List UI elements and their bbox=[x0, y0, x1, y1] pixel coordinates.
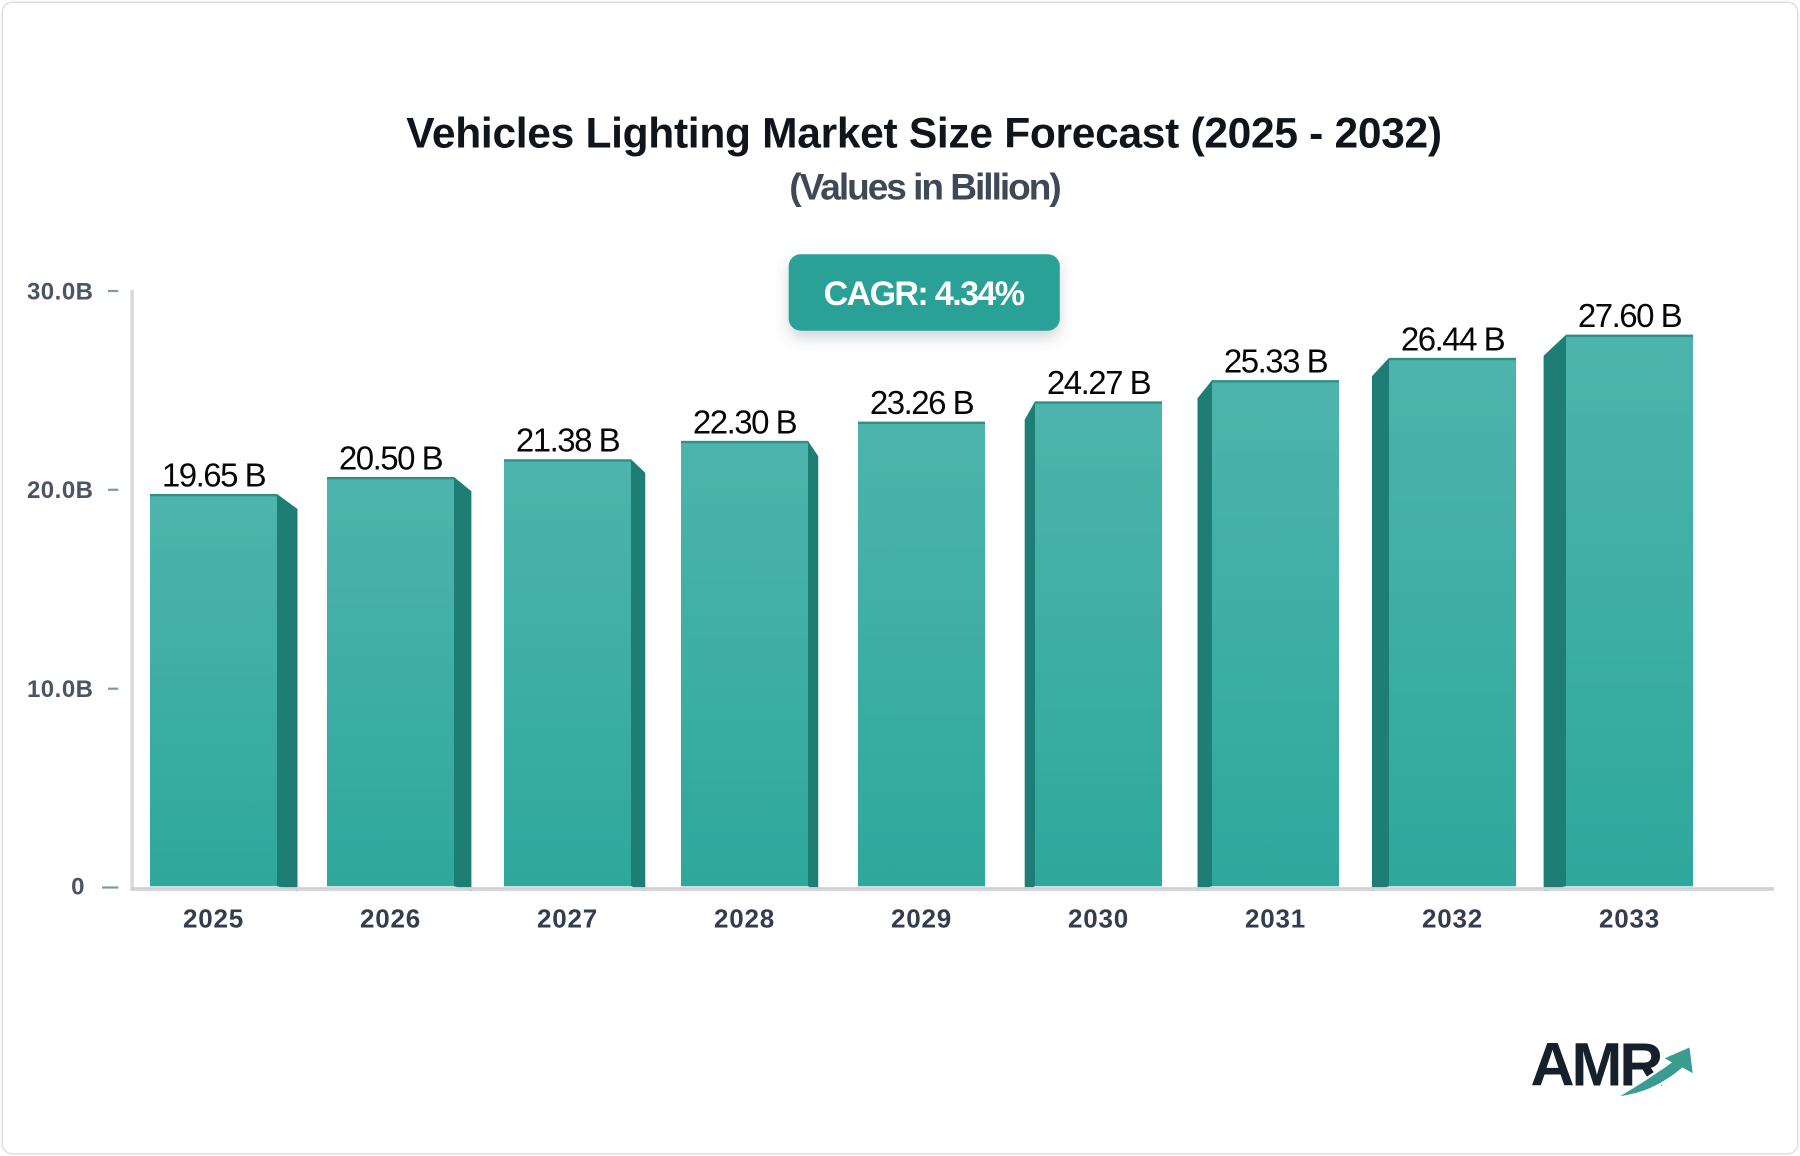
svg-text:2027: 2027 bbox=[537, 904, 598, 934]
svg-text:20.50 B: 20.50 B bbox=[339, 439, 443, 476]
svg-text:20.0B: 20.0B bbox=[27, 477, 94, 504]
svg-text:2032: 2032 bbox=[1422, 904, 1483, 934]
svg-text:21.38 B: 21.38 B bbox=[516, 422, 620, 459]
svg-text:(Values in Billion): (Values in Billion) bbox=[789, 167, 1060, 208]
svg-text:24.27 B: 24.27 B bbox=[1047, 364, 1151, 401]
svg-text:Vehicles Lighting Market Size: Vehicles Lighting Market Size Forecast (… bbox=[406, 111, 1442, 158]
svg-text:25.33 B: 25.33 B bbox=[1224, 343, 1328, 380]
svg-text:2026: 2026 bbox=[360, 904, 421, 934]
svg-text:27.60 B: 27.60 B bbox=[1578, 297, 1682, 334]
svg-text:30.0B: 30.0B bbox=[27, 278, 94, 305]
svg-text:2030: 2030 bbox=[1068, 904, 1129, 934]
svg-text:19.65 B: 19.65 B bbox=[162, 456, 266, 493]
svg-text:23.26 B: 23.26 B bbox=[870, 384, 974, 421]
svg-text:0: 0 bbox=[71, 873, 85, 900]
svg-text:2031: 2031 bbox=[1245, 904, 1306, 934]
svg-text:2029: 2029 bbox=[891, 904, 952, 934]
svg-text:10.0B: 10.0B bbox=[27, 676, 94, 703]
svg-text:2033: 2033 bbox=[1599, 904, 1660, 934]
svg-text:22.30 B: 22.30 B bbox=[693, 403, 797, 440]
svg-text:2025: 2025 bbox=[183, 904, 244, 934]
svg-text:CAGR: 4.34%: CAGR: 4.34% bbox=[824, 275, 1025, 313]
svg-text:2028: 2028 bbox=[714, 904, 775, 934]
svg-text:26.44 B: 26.44 B bbox=[1401, 320, 1505, 357]
